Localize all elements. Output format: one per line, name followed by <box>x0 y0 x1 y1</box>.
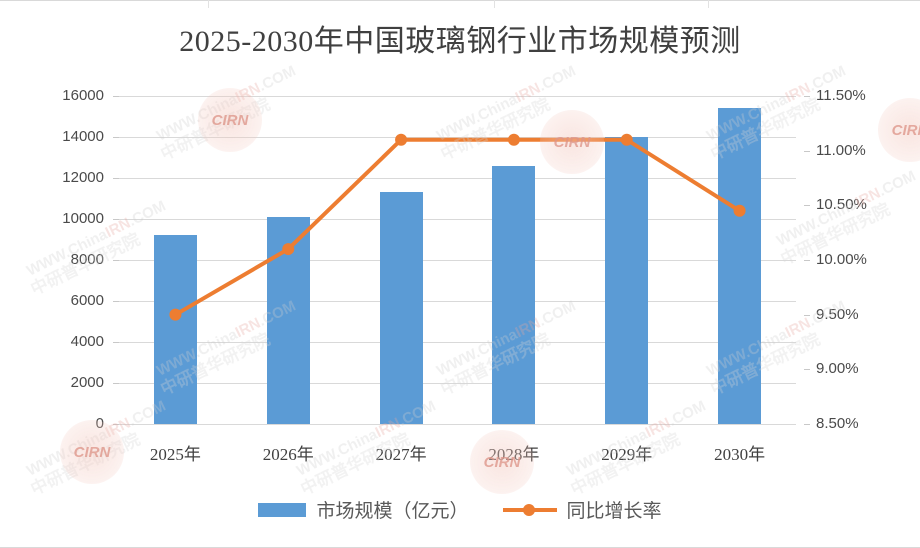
gridline <box>119 178 796 179</box>
bar-2029年 <box>605 137 649 424</box>
legend-item-market-size[interactable]: 市场规模（亿元） <box>258 496 469 523</box>
y-axis-left-tickmark <box>113 383 119 384</box>
y-axis-left-tick-label: 4000 <box>70 333 104 350</box>
legend-bar-swatch-icon <box>258 502 307 517</box>
bar-2027年 <box>379 192 423 424</box>
y-axis-right: 8.50% 9.00% 9.50% 10.00% 10.50% 11.00% 11.50% <box>804 88 912 431</box>
y-axis-right-tickmark <box>804 96 810 97</box>
y-axis-left-tickmark <box>113 178 119 179</box>
gridline <box>119 301 796 302</box>
y-axis-right-tickmark <box>804 260 810 261</box>
legend-label-market-size: 市场规模（亿元） <box>316 501 469 522</box>
plot-area <box>119 96 796 425</box>
y-axis-left: 0 2000 4000 6000 8000 10000 12000 14000 16000 <box>8 88 119 431</box>
chart-legend: 市场规模（亿元） 同比增长率 <box>0 496 920 523</box>
x-axis: 2025年 2026年 2027年 2028年 2029年 2030年 <box>119 440 796 466</box>
x-axis-tick-label: 2029年 <box>601 445 653 464</box>
legend-line-swatch-icon <box>502 503 557 517</box>
gridline <box>119 342 796 343</box>
y-axis-right-tick-label: 9.00% <box>816 360 859 378</box>
gridline <box>119 219 796 220</box>
y-axis-right-tick-label: 9.50% <box>816 305 859 323</box>
x-axis-tick-label: 2028年 <box>488 445 540 464</box>
y-axis-right-tick-label: 11.00% <box>816 141 866 159</box>
gridline <box>119 96 796 97</box>
y-axis-left-tick-label: 0 <box>95 415 104 432</box>
y-axis-left-tickmark <box>113 301 119 302</box>
bar-2026年 <box>266 216 310 424</box>
x-axis-tick-label: 2030年 <box>714 445 766 464</box>
chart-title: 2025-2030年中国玻璃钢行业市场规模预测 <box>179 25 741 58</box>
bar-2030年 <box>718 108 762 424</box>
y-axis-left-tick-label: 16000 <box>62 87 104 104</box>
page-column-divider <box>494 0 495 8</box>
y-axis-right-tick-label: 11.50% <box>816 87 866 104</box>
y-axis-right-tick-label: 10.50% <box>816 196 867 214</box>
page-column-divider <box>708 0 709 8</box>
y-axis-left-tick-label: 6000 <box>70 292 104 309</box>
y-axis-left-tick-label: 14000 <box>62 128 104 145</box>
gridline <box>119 424 796 425</box>
y-axis-right-tickmark <box>804 314 810 316</box>
y-axis-left-tickmark <box>113 424 119 425</box>
page-top-border <box>0 0 920 1</box>
page-column-divider <box>208 0 209 8</box>
gridline <box>119 383 796 384</box>
gridline <box>119 260 796 261</box>
legend-item-growth-rate[interactable]: 同比增长率 <box>502 496 662 523</box>
x-axis-tick-label: 2027年 <box>375 445 427 464</box>
y-axis-left-tickmark <box>113 219 119 220</box>
y-axis-right-tickmark <box>804 205 810 207</box>
y-axis-left-tickmark <box>113 137 119 138</box>
watermark-seal: CIRN <box>60 420 124 484</box>
y-axis-left-tickmark <box>113 96 119 97</box>
y-axis-left-tick-label: 8000 <box>70 251 104 268</box>
y-axis-left-tick-label: 10000 <box>62 210 104 227</box>
x-axis-tick-label: 2026年 <box>262 445 314 464</box>
y-axis-left-tickmark <box>113 260 119 261</box>
legend-label-growth-rate: 同比增长率 <box>566 501 662 522</box>
y-axis-left-tickmark <box>113 342 119 343</box>
bar-2025年 <box>153 235 197 424</box>
y-axis-right-tickmark <box>804 424 810 425</box>
y-axis-right-tickmark <box>804 369 810 371</box>
gridline <box>119 137 796 138</box>
bar-2028年 <box>492 165 536 424</box>
y-axis-right-tickmark <box>804 150 810 152</box>
y-axis-right-tick-label: 8.50% <box>816 415 859 432</box>
y-axis-right-tick-label: 10.00% <box>816 251 867 268</box>
y-axis-left-tick-label: 12000 <box>62 169 104 186</box>
y-axis-left-tick-label: 2000 <box>70 374 104 391</box>
x-axis-tick-label: 2025年 <box>149 445 201 464</box>
